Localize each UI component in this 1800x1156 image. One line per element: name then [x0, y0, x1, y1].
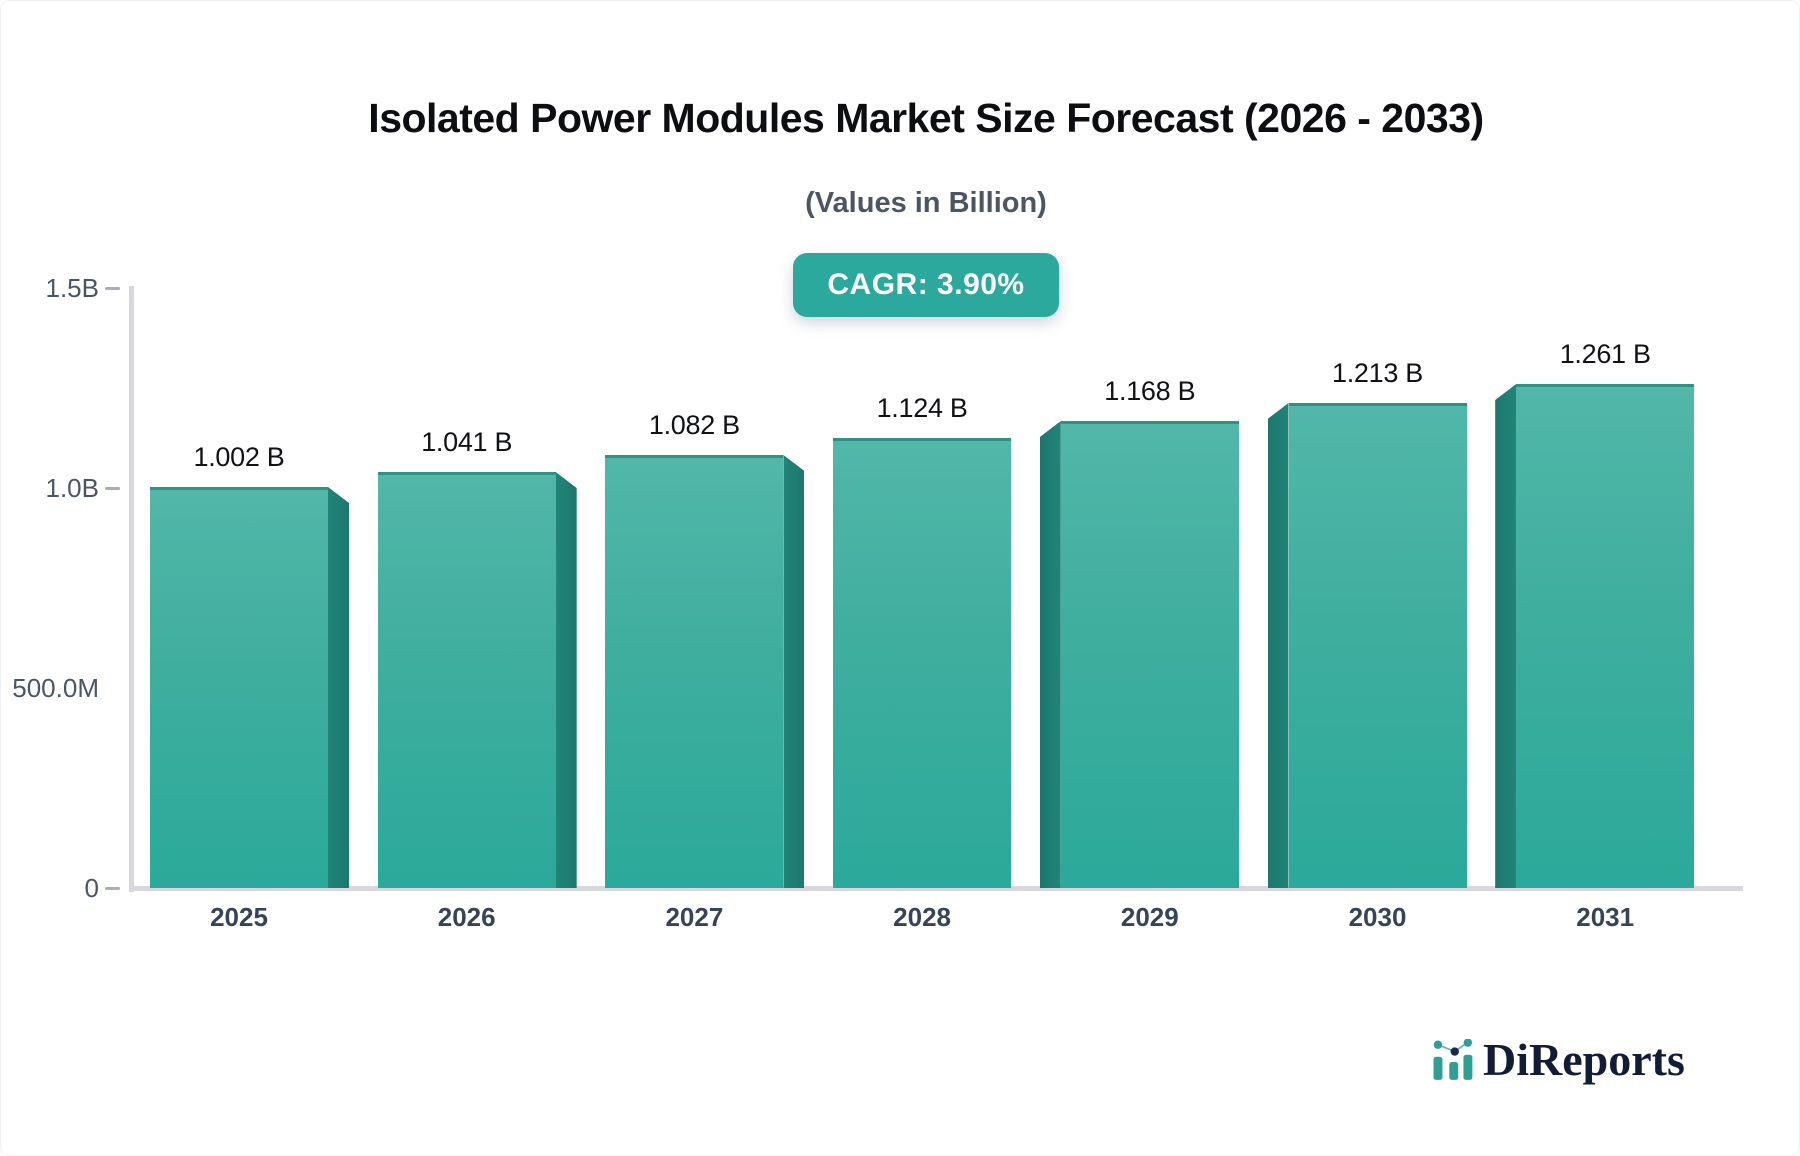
x-axis-line — [129, 886, 1743, 891]
bar-side-face — [555, 472, 577, 888]
bar — [605, 455, 784, 888]
bar — [1516, 384, 1695, 888]
x-axis-label: 2029 — [1120, 902, 1179, 932]
y-axis-label: 1.5B — [45, 273, 100, 303]
bar-value-label: 1.002 B — [193, 442, 285, 472]
bar-value-label: 1.124 B — [876, 393, 968, 423]
x-axis-label: 2028 — [893, 902, 952, 932]
cagr-badge-band: CAGR: 3.90% — [51, 253, 1799, 317]
x-axis-label: 2031 — [1576, 902, 1635, 932]
bar-side-face — [328, 487, 349, 888]
bar-value-label: 1.082 B — [648, 410, 740, 440]
bar-value-label: 1.168 B — [1104, 376, 1196, 406]
y-axis-label: 500.0M — [12, 673, 99, 703]
x-axis-label: 2027 — [665, 902, 724, 932]
chart-subtitle: (Values in Billion) — [805, 187, 1047, 219]
y-axis-line — [129, 286, 134, 892]
bar — [1288, 403, 1467, 888]
cagr-badge: CAGR: 3.90% — [793, 253, 1059, 317]
x-axis-label: 2025 — [210, 902, 268, 932]
y-axis-label: 1.0B — [45, 473, 100, 503]
bar-value-label: 1.213 B — [1332, 358, 1423, 388]
bar-value-label: 1.041 B — [421, 427, 513, 457]
bar — [150, 487, 328, 888]
x-axis-label: 2030 — [1348, 902, 1407, 932]
bar-side-face — [1039, 421, 1061, 888]
bar-value-label: 1.261 B — [1559, 339, 1651, 369]
y-axis-tick — [105, 486, 120, 490]
direports-logo: DiReports — [1433, 1037, 1685, 1083]
x-axis-label: 2026 — [437, 902, 496, 932]
bar — [1060, 421, 1239, 888]
bar-side-face — [1495, 384, 1517, 888]
logo-text: DiReports — [1483, 1034, 1685, 1085]
y-axis-label: 0 — [84, 873, 99, 903]
chart-title: Isolated Power Modules Market Size Forec… — [368, 95, 1484, 141]
y-axis-tick — [105, 286, 120, 290]
bar — [833, 438, 1012, 888]
bar — [377, 472, 556, 888]
y-axis-tick — [105, 886, 120, 890]
bar-chart-logo-icon — [1433, 1039, 1473, 1080]
bar-side-face — [783, 455, 805, 888]
bar-side-face — [1267, 403, 1289, 888]
